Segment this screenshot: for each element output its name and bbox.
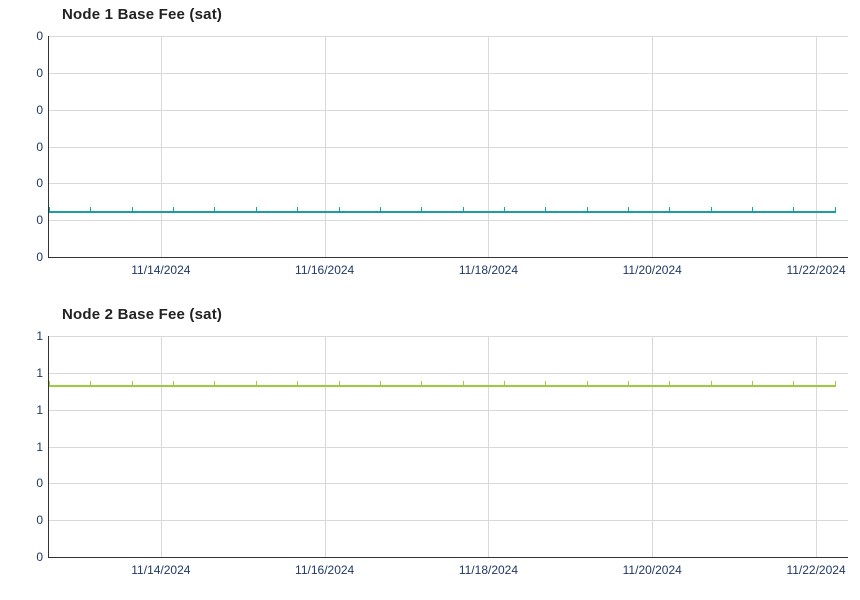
x-tick-label: 11/20/2024 [623, 263, 682, 277]
data-line-node2[interactable] [49, 385, 836, 387]
gridline-v [161, 336, 162, 557]
y-tick-label: 0 [23, 66, 43, 80]
x-tick-label: 11/22/2024 [786, 263, 845, 277]
dashboard-page: Node 1 Base Fee (sat) 0 0 0 0 0 0 0 11/ [0, 0, 860, 600]
tick-mark-row-node1 [49, 209, 836, 211]
gridline-v [488, 336, 489, 557]
gridline-v [816, 36, 817, 257]
x-tick-label: 11/18/2024 [459, 263, 518, 277]
x-tick-label: 11/18/2024 [459, 563, 518, 577]
data-line-node1[interactable] [49, 211, 836, 213]
y-tick-label: 1 [23, 329, 43, 343]
gridline-h [49, 373, 848, 374]
y-tick-label: 0 [23, 476, 43, 490]
gridline-v [652, 336, 653, 557]
y-tick-label: 1 [23, 403, 43, 417]
gridline-h [49, 183, 848, 184]
y-tick-label: 0 [23, 513, 43, 527]
gridline-h [49, 410, 848, 411]
y-tick-label: 0 [23, 103, 43, 117]
gridline-v [325, 36, 326, 257]
chart-block-node2: Node 2 Base Fee (sat) 1 1 1 1 0 0 0 11/ [0, 300, 860, 600]
y-tick-label: 0 [23, 140, 43, 154]
gridline-v [488, 36, 489, 257]
chart-block-node1: Node 1 Base Fee (sat) 0 0 0 0 0 0 0 11/ [0, 0, 860, 300]
x-tick-label: 11/20/2024 [623, 563, 682, 577]
gridline-h [49, 36, 848, 37]
gridline-h [49, 447, 848, 448]
gridline-h [49, 220, 848, 221]
y-tick-label: 1 [23, 366, 43, 380]
gridline-v [816, 336, 817, 557]
tick-mark-row-node2 [49, 383, 836, 385]
gridline-h [49, 520, 848, 521]
y-tick-label: 0 [23, 550, 43, 564]
y-tick-label: 0 [23, 176, 43, 190]
gridline-v [325, 336, 326, 557]
x-tick-label: 11/22/2024 [786, 563, 845, 577]
chart-title-node2: Node 2 Base Fee (sat) [62, 306, 222, 323]
y-tick-label: 0 [23, 250, 43, 264]
y-tick-label: 1 [23, 440, 43, 454]
gridline-h [49, 483, 848, 484]
gridline-h [49, 73, 848, 74]
y-tick-label: 0 [23, 213, 43, 227]
plot-area-node2[interactable]: 1 1 1 1 0 0 0 11/14/2024 11/16/2024 11/1… [48, 336, 848, 558]
x-tick-label: 11/14/2024 [131, 263, 190, 277]
y-tick-label: 0 [23, 29, 43, 43]
gridline-h [49, 110, 848, 111]
gridline-h [49, 147, 848, 148]
gridline-h [49, 336, 848, 337]
x-tick-label: 11/14/2024 [131, 563, 190, 577]
chart-title-node1: Node 1 Base Fee (sat) [62, 6, 222, 23]
gridline-v [652, 36, 653, 257]
gridline-v [161, 36, 162, 257]
x-tick-label: 11/16/2024 [295, 263, 354, 277]
x-tick-label: 11/16/2024 [295, 563, 354, 577]
plot-area-node1[interactable]: 0 0 0 0 0 0 0 11/14/2024 11/16/2024 11/1… [48, 36, 848, 258]
